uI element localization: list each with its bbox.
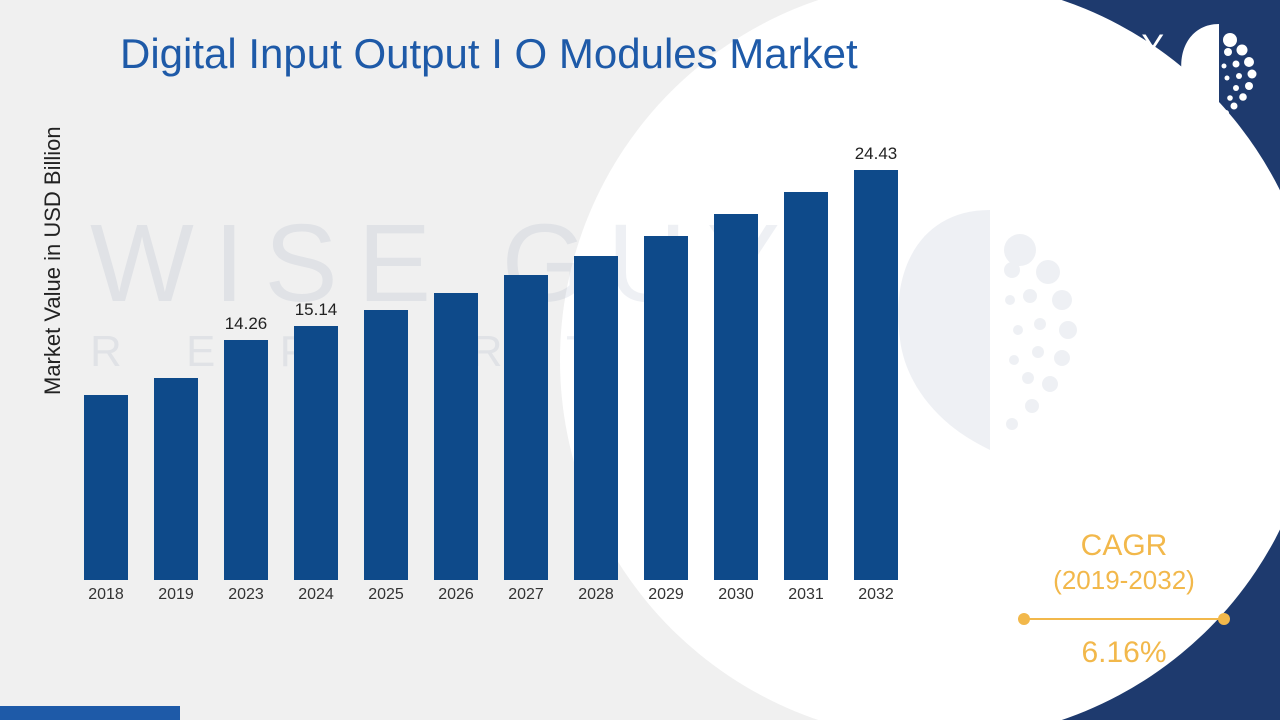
x-tick: 2024 <box>281 586 351 604</box>
bar <box>84 395 128 580</box>
x-tick: 2019 <box>141 586 211 604</box>
bar-value-label: 15.14 <box>276 300 356 320</box>
bar <box>154 378 198 580</box>
bar <box>574 256 618 580</box>
bar <box>294 326 338 580</box>
cagr-block: CAGR (2019-2032) 6.16% <box>1004 529 1244 670</box>
cagr-period: (2019-2032) <box>1004 565 1244 596</box>
x-tick: 2026 <box>421 586 491 604</box>
page: WISE GUY R E P O R T S Digital Input Out… <box>0 0 1280 720</box>
logo-main-text: WISE GUY <box>966 28 1256 67</box>
x-tick: 2018 <box>71 586 141 604</box>
x-tick: 2032 <box>841 586 911 604</box>
cagr-divider <box>1024 618 1224 620</box>
bar-chart: 14.2615.1424.43 201820192023202420252026… <box>80 160 920 600</box>
x-tick: 2031 <box>771 586 841 604</box>
bar <box>714 214 758 580</box>
bar <box>504 275 548 580</box>
logo-sub-text: R E P O R T S <box>966 65 1256 85</box>
x-tick: 2025 <box>351 586 421 604</box>
x-tick: 2023 <box>211 586 281 604</box>
bar <box>224 340 268 580</box>
x-tick: 2030 <box>701 586 771 604</box>
bar <box>644 236 688 580</box>
bar-value-label: 14.26 <box>206 314 286 334</box>
cagr-title: CAGR <box>1004 529 1244 563</box>
plot-area: 14.2615.1424.43 <box>80 160 920 580</box>
x-tick: 2028 <box>561 586 631 604</box>
bar <box>364 310 408 580</box>
chart-title: Digital Input Output I O Modules Market <box>120 30 900 78</box>
x-tick: 2029 <box>631 586 701 604</box>
logo: WISE GUY R E P O R T S <box>966 28 1256 85</box>
cagr-value: 6.16% <box>1004 636 1244 670</box>
bar-value-label: 24.43 <box>836 144 916 164</box>
y-axis-label: Market Value in USD Billion <box>40 126 66 395</box>
bar <box>784 192 828 580</box>
x-tick: 2027 <box>491 586 561 604</box>
accent-bar <box>0 706 180 720</box>
bar <box>434 293 478 580</box>
bar <box>854 170 898 580</box>
